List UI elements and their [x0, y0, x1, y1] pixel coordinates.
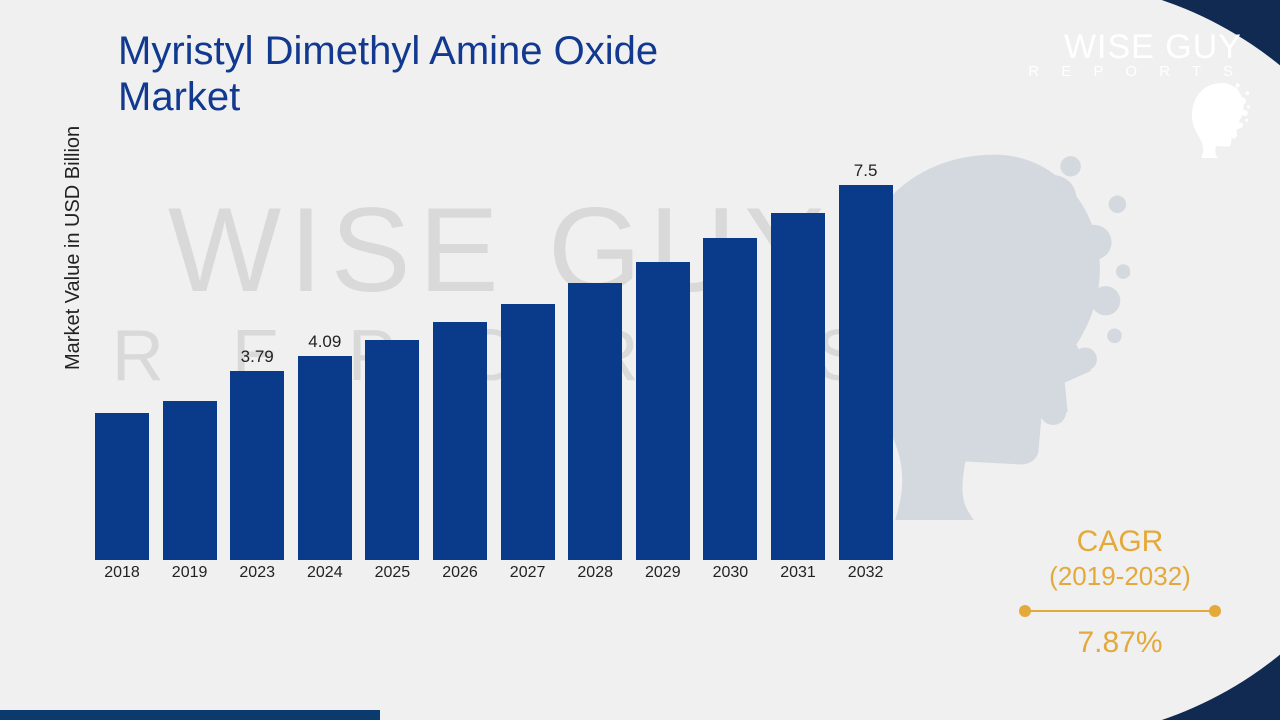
x-tick-label: 2025 — [375, 564, 411, 582]
bar — [501, 304, 555, 561]
bar-chart: 3.79 4.09 7.5 2018 2019 2023 2024 2025 2026 2027… — [95, 160, 905, 600]
bar-value-label: 3.79 — [241, 347, 274, 367]
bar-group — [365, 160, 419, 560]
logo-head-icon — [1188, 80, 1250, 163]
bar-group — [771, 160, 825, 560]
x-tick-label: 2019 — [172, 564, 208, 582]
cagr-value: 7.87% — [1000, 626, 1240, 660]
bar-group: 3.79 — [230, 160, 284, 560]
x-tick-label: 2026 — [442, 564, 478, 582]
bar — [95, 413, 149, 561]
bar-group — [433, 160, 487, 560]
x-tick-label: 2024 — [307, 564, 343, 582]
x-tick-label: 2023 — [239, 564, 275, 582]
bar — [365, 340, 419, 561]
logo-line2: R E P O R T S — [1028, 63, 1242, 80]
x-tick-label: 2031 — [780, 564, 816, 582]
plot-area: 3.79 4.09 7.5 — [95, 160, 905, 560]
cagr-period: (2019-2032) — [1000, 561, 1240, 592]
bar — [163, 401, 217, 560]
bar-group — [636, 160, 690, 560]
x-tick-label: 2030 — [713, 564, 749, 582]
y-axis-label: Market Value in USD Billion — [62, 126, 85, 370]
bar — [703, 238, 757, 560]
bar-value-label: 7.5 — [854, 161, 878, 181]
page-title: Myristyl Dimethyl Amine Oxide Market — [118, 28, 758, 120]
stage: WISE GUY R E P O R T S Myristyl Dimethyl… — [0, 0, 1280, 720]
bar-group — [703, 160, 757, 560]
bar — [433, 322, 487, 560]
bar-group — [501, 160, 555, 560]
bar — [298, 356, 352, 561]
x-tick-label: 2032 — [848, 564, 884, 582]
bar — [771, 213, 825, 561]
bar — [839, 185, 893, 560]
bar-group — [95, 160, 149, 560]
bar-group — [163, 160, 217, 560]
bar-value-label: 4.09 — [308, 332, 341, 352]
footer-accent-bar — [0, 710, 380, 720]
cagr-label: CAGR — [1000, 525, 1240, 559]
cagr-block: CAGR (2019-2032) 7.87% — [1000, 525, 1240, 660]
brand-logo: WISE GUY R E P O R T S — [990, 28, 1250, 128]
bar — [230, 371, 284, 561]
x-tick-label: 2027 — [510, 564, 546, 582]
bar-group: 7.5 — [839, 160, 893, 560]
x-tick-label: 2028 — [577, 564, 613, 582]
bar-group: 4.09 — [298, 160, 352, 560]
cagr-divider — [1025, 610, 1215, 612]
logo-line1: WISE GUY — [1028, 28, 1242, 67]
bar-group — [568, 160, 622, 560]
bar — [636, 262, 690, 561]
bar — [568, 283, 622, 560]
x-tick-label: 2018 — [104, 564, 140, 582]
x-tick-label: 2029 — [645, 564, 681, 582]
